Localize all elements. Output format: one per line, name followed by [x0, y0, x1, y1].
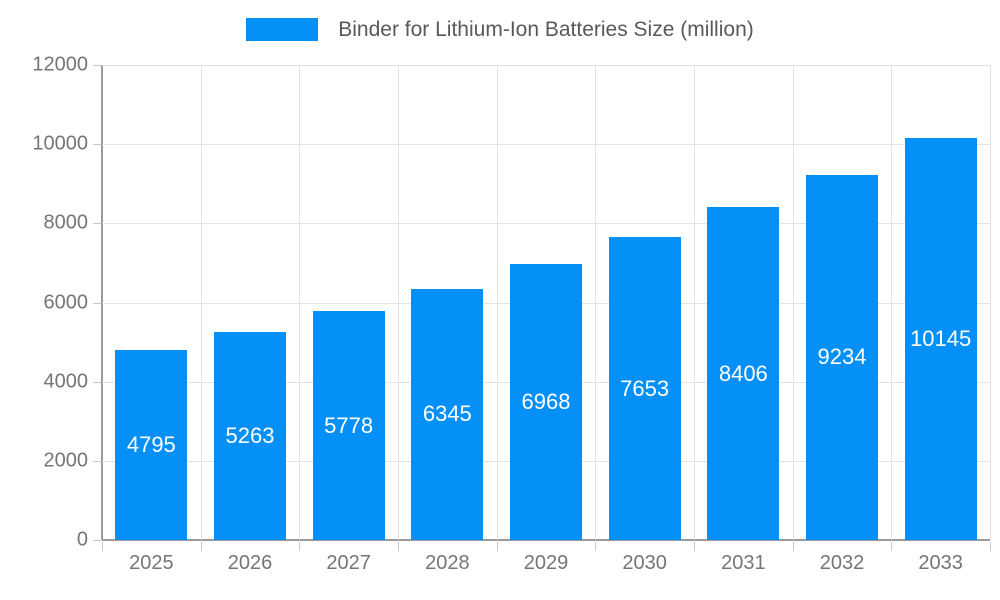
grid-line-v	[792, 65, 794, 540]
plot-area: 4795 5263 5778 6345 6968 7653 8406 9234 10145	[93, 65, 991, 551]
bar[interactable]: 4795	[115, 350, 188, 540]
grid-line-v	[990, 65, 991, 540]
x-axis-line	[102, 539, 990, 541]
x-tick-mark	[299, 542, 301, 551]
y-tick-mark	[93, 65, 101, 66]
grid-line-v	[398, 65, 399, 540]
y-tick-label: 0	[76, 528, 88, 551]
y-tick-mark	[93, 144, 101, 146]
bar-value-label: 8406	[718, 360, 768, 386]
bar-value-label: 4795	[126, 432, 176, 458]
grid-line-v	[595, 65, 597, 540]
x-tick-mark	[102, 542, 103, 551]
bar-value-label: 9234	[817, 344, 867, 370]
y-tick-label: 4000	[43, 370, 89, 393]
x-tick-label: 2028	[425, 552, 470, 574]
bar-value-label: 6968	[521, 389, 571, 415]
y-tick-mark	[93, 302, 101, 304]
x-tick-mark	[694, 542, 695, 551]
legend-item[interactable]: Binder for Lithium-Ion Batteries Size (m…	[246, 18, 754, 41]
bar-value-label: 5778	[324, 412, 374, 438]
legend-label: Binder for Lithium-Ion Batteries Size (m…	[338, 18, 754, 41]
x-tick-label: 2025	[129, 552, 174, 574]
x-tick-label: 2029	[523, 552, 569, 574]
x-tick-mark	[891, 542, 893, 551]
bar[interactable]: 5778	[312, 311, 385, 540]
x-tick-mark	[200, 542, 202, 551]
x-tick-mark	[398, 542, 399, 551]
bar[interactable]: 6968	[510, 264, 582, 540]
grid-line-v	[496, 65, 498, 540]
y-tick-label: 10000	[32, 132, 88, 155]
y-tick-mark	[93, 223, 101, 225]
y-tick-label: 6000	[43, 291, 89, 313]
legend-swatch	[246, 18, 319, 41]
x-tick-mark	[990, 542, 991, 551]
x-tick-mark	[792, 542, 794, 551]
y-tick-label: 2000	[43, 449, 89, 472]
grid-line-h	[102, 65, 990, 66]
grid-line-v	[694, 65, 695, 540]
bar-value-label: 5263	[225, 422, 275, 448]
legend: Binder for Lithium-Ion Batteries Size (m…	[0, 18, 1000, 41]
y-tick-mark	[93, 540, 101, 541]
bar[interactable]: 9234	[806, 174, 878, 540]
y-tick-label: 12000	[32, 53, 88, 76]
x-tick-label: 2033	[918, 552, 963, 574]
x-tick-label: 2031	[721, 552, 766, 574]
y-tick-mark	[93, 460, 101, 462]
x-tick-label: 2032	[819, 552, 865, 574]
bar-value-label: 6345	[422, 401, 472, 427]
x-tick-mark	[595, 542, 597, 551]
grid-line-v	[200, 65, 202, 540]
bar-value-label: 7653	[620, 375, 670, 401]
bar[interactable]: 5263	[214, 331, 286, 540]
x-tick-mark	[496, 542, 498, 551]
grid-line-v	[299, 65, 301, 540]
y-tick-mark	[93, 381, 101, 383]
bar[interactable]: 6345	[411, 288, 484, 540]
grid-line-h	[102, 223, 990, 225]
grid-line-v	[891, 65, 893, 540]
y-tick-label: 8000	[43, 211, 89, 234]
grid-line-h	[102, 144, 990, 146]
bar[interactable]: 10145	[904, 138, 977, 540]
x-tick-label: 2027	[326, 552, 371, 574]
bar-value-label: 10145	[910, 326, 972, 352]
bar[interactable]: 7653	[608, 237, 681, 540]
bar[interactable]: 8406	[707, 207, 780, 540]
x-tick-label: 2030	[622, 552, 667, 574]
x-tick-label: 2026	[227, 552, 273, 574]
